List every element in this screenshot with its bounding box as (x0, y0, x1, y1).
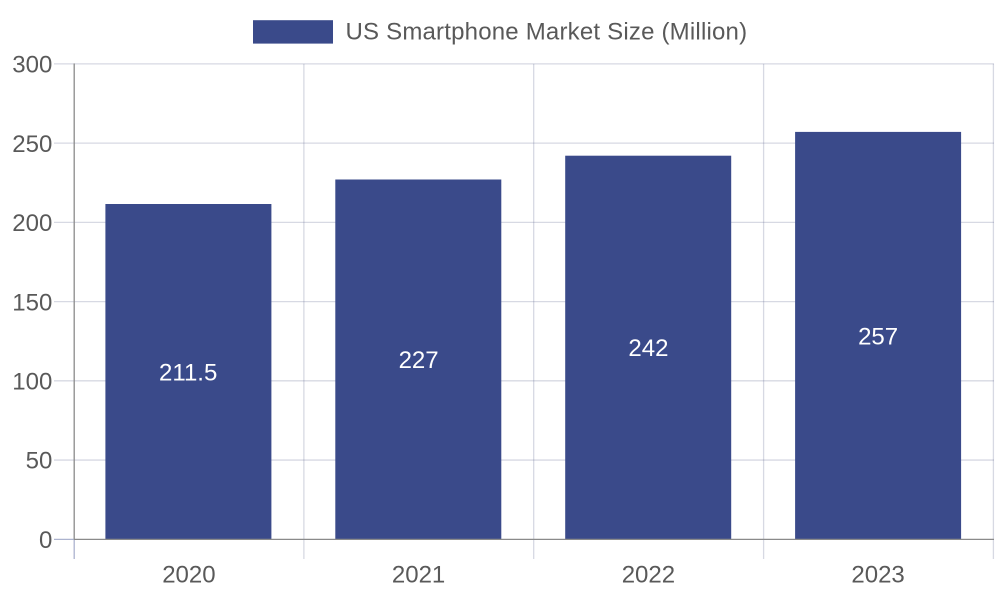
svg-text:150: 150 (12, 289, 52, 316)
svg-text:250: 250 (12, 131, 52, 158)
svg-text:300: 300 (12, 52, 52, 79)
svg-text:227: 227 (399, 347, 439, 374)
svg-text:2020: 2020 (162, 561, 215, 588)
svg-text:50: 50 (26, 448, 53, 475)
svg-text:2023: 2023 (851, 561, 904, 588)
svg-text:100: 100 (12, 368, 52, 395)
svg-text:0: 0 (39, 527, 52, 554)
svg-text:257: 257 (858, 323, 898, 350)
svg-text:200: 200 (12, 210, 52, 237)
svg-text:2021: 2021 (392, 561, 445, 588)
svg-text:US Smartphone Market Size (Mil: US Smartphone Market Size (Million) (346, 18, 748, 45)
svg-text:2022: 2022 (622, 561, 675, 588)
svg-text:211.5: 211.5 (159, 359, 217, 386)
svg-text:242: 242 (628, 335, 668, 362)
